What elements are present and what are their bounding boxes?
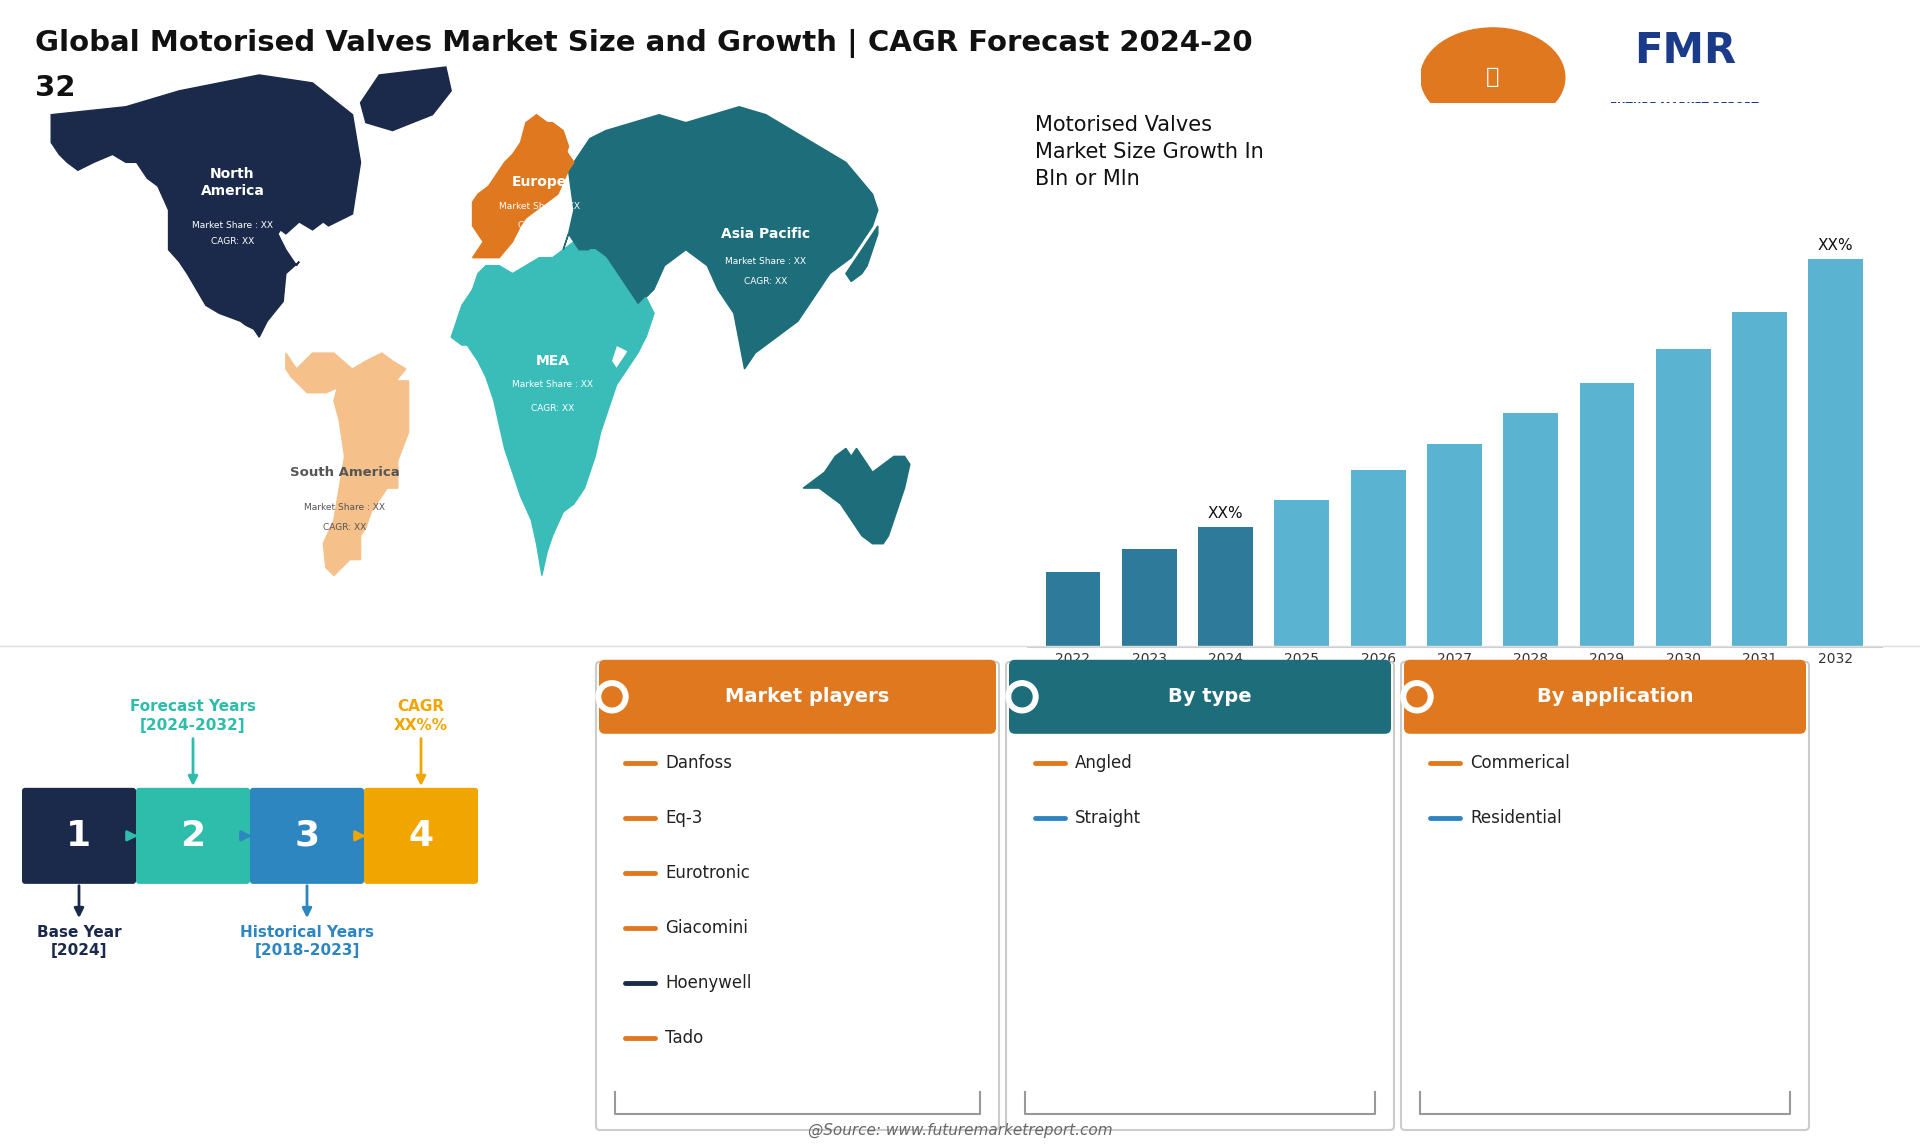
Text: Residential: Residential (1471, 809, 1561, 827)
Bar (1732, 312, 1788, 647)
Bar (1046, 572, 1100, 647)
Text: 3: 3 (294, 819, 319, 853)
Polygon shape (451, 242, 655, 575)
Polygon shape (589, 250, 655, 353)
Text: Europe: Europe (511, 175, 566, 189)
Text: XX%: XX% (1818, 238, 1853, 253)
Circle shape (1421, 28, 1565, 127)
Bar (1275, 501, 1329, 647)
FancyBboxPatch shape (365, 787, 478, 884)
Text: Market Share : XX: Market Share : XX (499, 202, 580, 211)
Text: Market Share : XX: Market Share : XX (513, 380, 593, 390)
Bar (1198, 527, 1254, 647)
Text: CAGR: XX: CAGR: XX (211, 237, 253, 246)
Text: Market Share : XX: Market Share : XX (192, 221, 273, 230)
Text: FMR: FMR (1634, 30, 1736, 72)
Text: 👤: 👤 (1486, 68, 1500, 87)
Text: Eq-3: Eq-3 (664, 809, 703, 827)
Circle shape (1006, 681, 1039, 713)
FancyBboxPatch shape (136, 787, 250, 884)
Text: XX%: XX% (1208, 507, 1244, 521)
FancyBboxPatch shape (250, 787, 365, 884)
Text: @Source: www.futuremarketreport.com: @Source: www.futuremarketreport.com (808, 1123, 1112, 1138)
Polygon shape (286, 353, 409, 575)
FancyBboxPatch shape (1404, 660, 1807, 733)
Polygon shape (52, 74, 361, 337)
Text: Motorised Valves
Market Size Growth In
Bln or Mln: Motorised Valves Market Size Growth In B… (1035, 115, 1263, 189)
Text: Commerical: Commerical (1471, 754, 1571, 771)
Circle shape (1407, 686, 1427, 707)
FancyBboxPatch shape (1010, 660, 1390, 733)
FancyBboxPatch shape (599, 660, 996, 733)
Text: Market Share : XX: Market Share : XX (726, 257, 806, 266)
Bar (1655, 350, 1711, 647)
Polygon shape (847, 226, 877, 282)
Text: By application: By application (1536, 688, 1693, 706)
Text: Historical Years
[2018-2023]: Historical Years [2018-2023] (240, 925, 374, 958)
Text: 32: 32 (35, 74, 75, 102)
Bar (1427, 444, 1482, 647)
FancyBboxPatch shape (21, 787, 136, 884)
Polygon shape (361, 66, 451, 131)
Bar (1809, 259, 1862, 647)
Text: Straight: Straight (1075, 809, 1140, 827)
Text: Global Motorised Valves Market Size and Growth | CAGR Forecast 2024-20: Global Motorised Valves Market Size and … (35, 29, 1252, 57)
FancyBboxPatch shape (595, 661, 998, 1130)
FancyBboxPatch shape (1402, 661, 1809, 1130)
Text: 4: 4 (409, 819, 434, 853)
Polygon shape (511, 123, 568, 179)
Text: Market players: Market players (726, 688, 889, 706)
Circle shape (595, 681, 628, 713)
Bar (1580, 383, 1634, 647)
Bar (1350, 470, 1405, 647)
Text: Forecast Years
[2024-2032]: Forecast Years [2024-2032] (131, 699, 255, 732)
Text: CAGR: XX: CAGR: XX (518, 221, 561, 230)
Text: Tado: Tado (664, 1029, 703, 1047)
Text: By type: By type (1167, 688, 1252, 706)
Text: Market Share : XX: Market Share : XX (303, 503, 386, 512)
Text: CAGR: XX: CAGR: XX (323, 524, 367, 533)
Text: CAGR: XX: CAGR: XX (745, 277, 787, 286)
Text: Asia Pacific: Asia Pacific (722, 227, 810, 241)
Polygon shape (563, 107, 877, 369)
Text: FUTURE MARKET REPORT: FUTURE MARKET REPORT (1611, 102, 1759, 112)
Text: CAGR: XX: CAGR: XX (532, 405, 574, 414)
Bar (1121, 549, 1177, 647)
Text: CAGR
XX%%: CAGR XX%% (394, 699, 447, 732)
Polygon shape (803, 448, 910, 543)
Circle shape (1402, 681, 1432, 713)
Text: Eurotronic: Eurotronic (664, 864, 751, 882)
FancyBboxPatch shape (1006, 661, 1394, 1130)
Circle shape (1012, 686, 1033, 707)
Circle shape (603, 686, 622, 707)
Text: 2: 2 (180, 819, 205, 853)
Text: MEA: MEA (536, 354, 570, 368)
Text: Angled: Angled (1075, 754, 1133, 771)
Text: Hoenywell: Hoenywell (664, 974, 751, 992)
Text: North
America: North America (200, 166, 265, 198)
Text: 1: 1 (67, 819, 92, 853)
Text: Danfoss: Danfoss (664, 754, 732, 771)
Bar (1503, 414, 1559, 647)
Text: Giacomini: Giacomini (664, 919, 749, 937)
Text: South America: South America (290, 465, 399, 479)
Text: Base Year
[2024]: Base Year [2024] (36, 925, 121, 958)
Polygon shape (472, 115, 574, 258)
